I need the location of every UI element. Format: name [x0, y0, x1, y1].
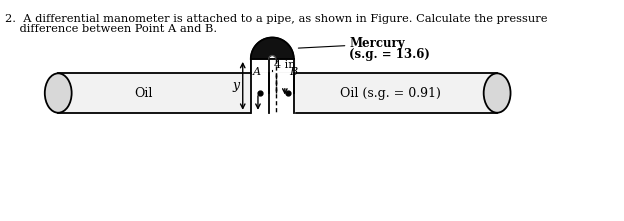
Text: y: y	[233, 79, 240, 92]
Text: 4 in: 4 in	[274, 60, 296, 70]
Text: Oil: Oil	[134, 87, 152, 99]
Text: difference between Point A and B.: difference between Point A and B.	[6, 24, 218, 34]
Bar	[58, 73, 497, 113]
Ellipse shape	[484, 73, 510, 113]
Text: A: A	[253, 67, 261, 77]
Text: Mercury: Mercury	[349, 37, 405, 50]
Polygon shape	[251, 59, 294, 71]
Text: 2.  A differential manometer is attached to a pipe, as shown in Figure. Calculat: 2. A differential manometer is attached …	[6, 14, 548, 24]
Text: (s.g. = 13.6): (s.g. = 13.6)	[349, 48, 430, 61]
Polygon shape	[276, 59, 294, 113]
Text: Oil (s.g. = 0.91): Oil (s.g. = 0.91)	[340, 87, 441, 99]
Polygon shape	[251, 59, 294, 71]
Ellipse shape	[45, 73, 72, 113]
Polygon shape	[269, 59, 276, 113]
Text: B: B	[289, 67, 297, 77]
Polygon shape	[251, 38, 294, 59]
Polygon shape	[251, 59, 269, 113]
